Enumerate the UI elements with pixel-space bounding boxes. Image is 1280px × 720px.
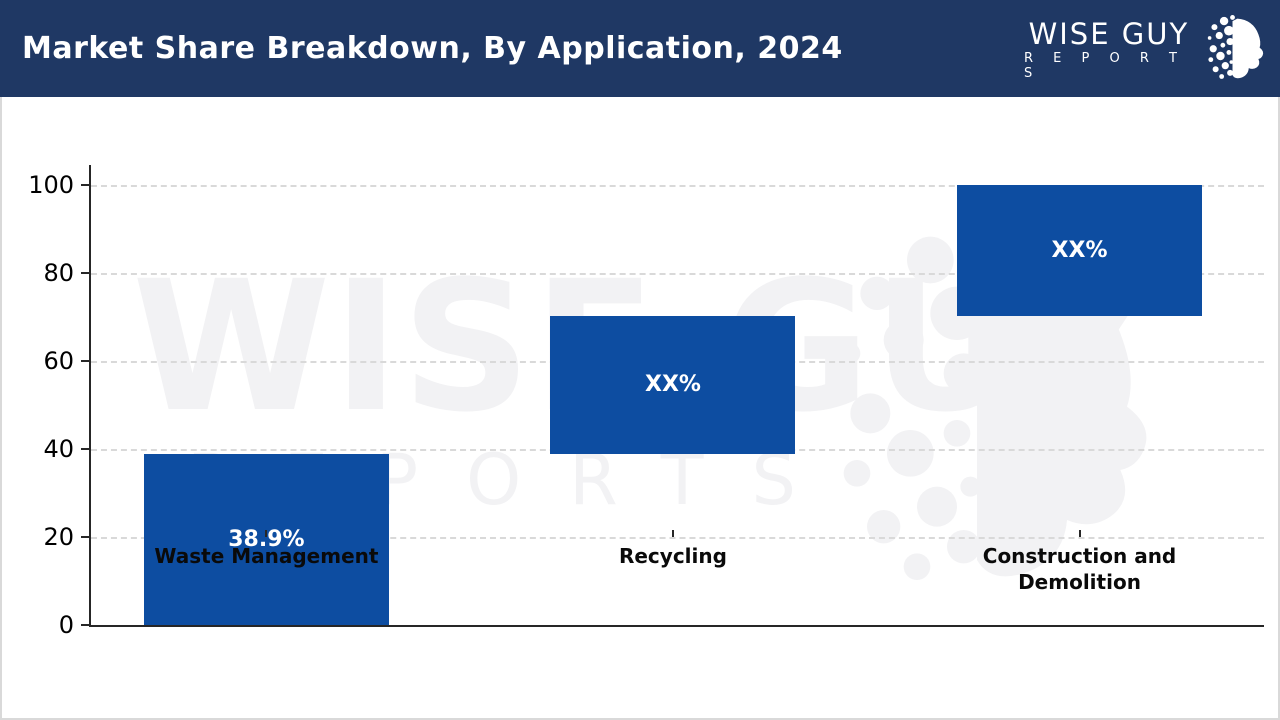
- y-tick-mark: [81, 272, 89, 274]
- bar-recycling: XX%: [550, 315, 796, 454]
- x-tick-label: Construction and Demolition: [982, 544, 1177, 594]
- y-axis-line: [89, 165, 91, 627]
- y-tick-label: 40: [43, 435, 74, 463]
- gridline: [91, 273, 1264, 275]
- y-tick-mark: [81, 360, 89, 362]
- y-tick-mark: [81, 448, 89, 450]
- y-tick-label: 100: [28, 171, 74, 199]
- logo-subtitle: R E P O R T S: [1024, 51, 1185, 82]
- y-tick-mark: [81, 536, 89, 538]
- wise-guy-reports-logo: WISE GUY R E P O R T S: [1016, 10, 1266, 90]
- bar-value-label: XX%: [644, 372, 701, 398]
- x-tick-label: Recycling: [618, 544, 727, 568]
- header-bar: Market Share Breakdown, By Application, …: [0, 0, 1280, 97]
- x-axis-line: [89, 625, 1264, 627]
- x-tick-mark: [671, 530, 674, 537]
- y-tick-mark: [81, 624, 89, 626]
- face-profile-icon: [1207, 15, 1263, 79]
- y-tick-label: 60: [43, 347, 74, 375]
- bar-value-label: XX%: [1051, 237, 1108, 263]
- y-tick-label: 20: [43, 523, 74, 551]
- bar-construction-and-demolition: XX%: [957, 185, 1203, 316]
- y-tick-mark: [81, 184, 89, 186]
- x-tick-mark: [1078, 530, 1081, 537]
- gridline: [91, 537, 1264, 539]
- x-tick-label: Waste Management: [154, 544, 379, 568]
- logo-text: WISE GUY R E P O R T S: [1016, 16, 1202, 82]
- logo-wordmark: WISE GUY: [1028, 16, 1190, 51]
- x-tick-mark: [265, 530, 268, 537]
- y-tick-label: 0: [58, 611, 74, 639]
- gridline: [91, 185, 1264, 187]
- bar-waste-management: 38.9%: [143, 453, 389, 625]
- y-tick-label: 80: [43, 259, 74, 287]
- page-title: Market Share Breakdown, By Application, …: [22, 31, 843, 66]
